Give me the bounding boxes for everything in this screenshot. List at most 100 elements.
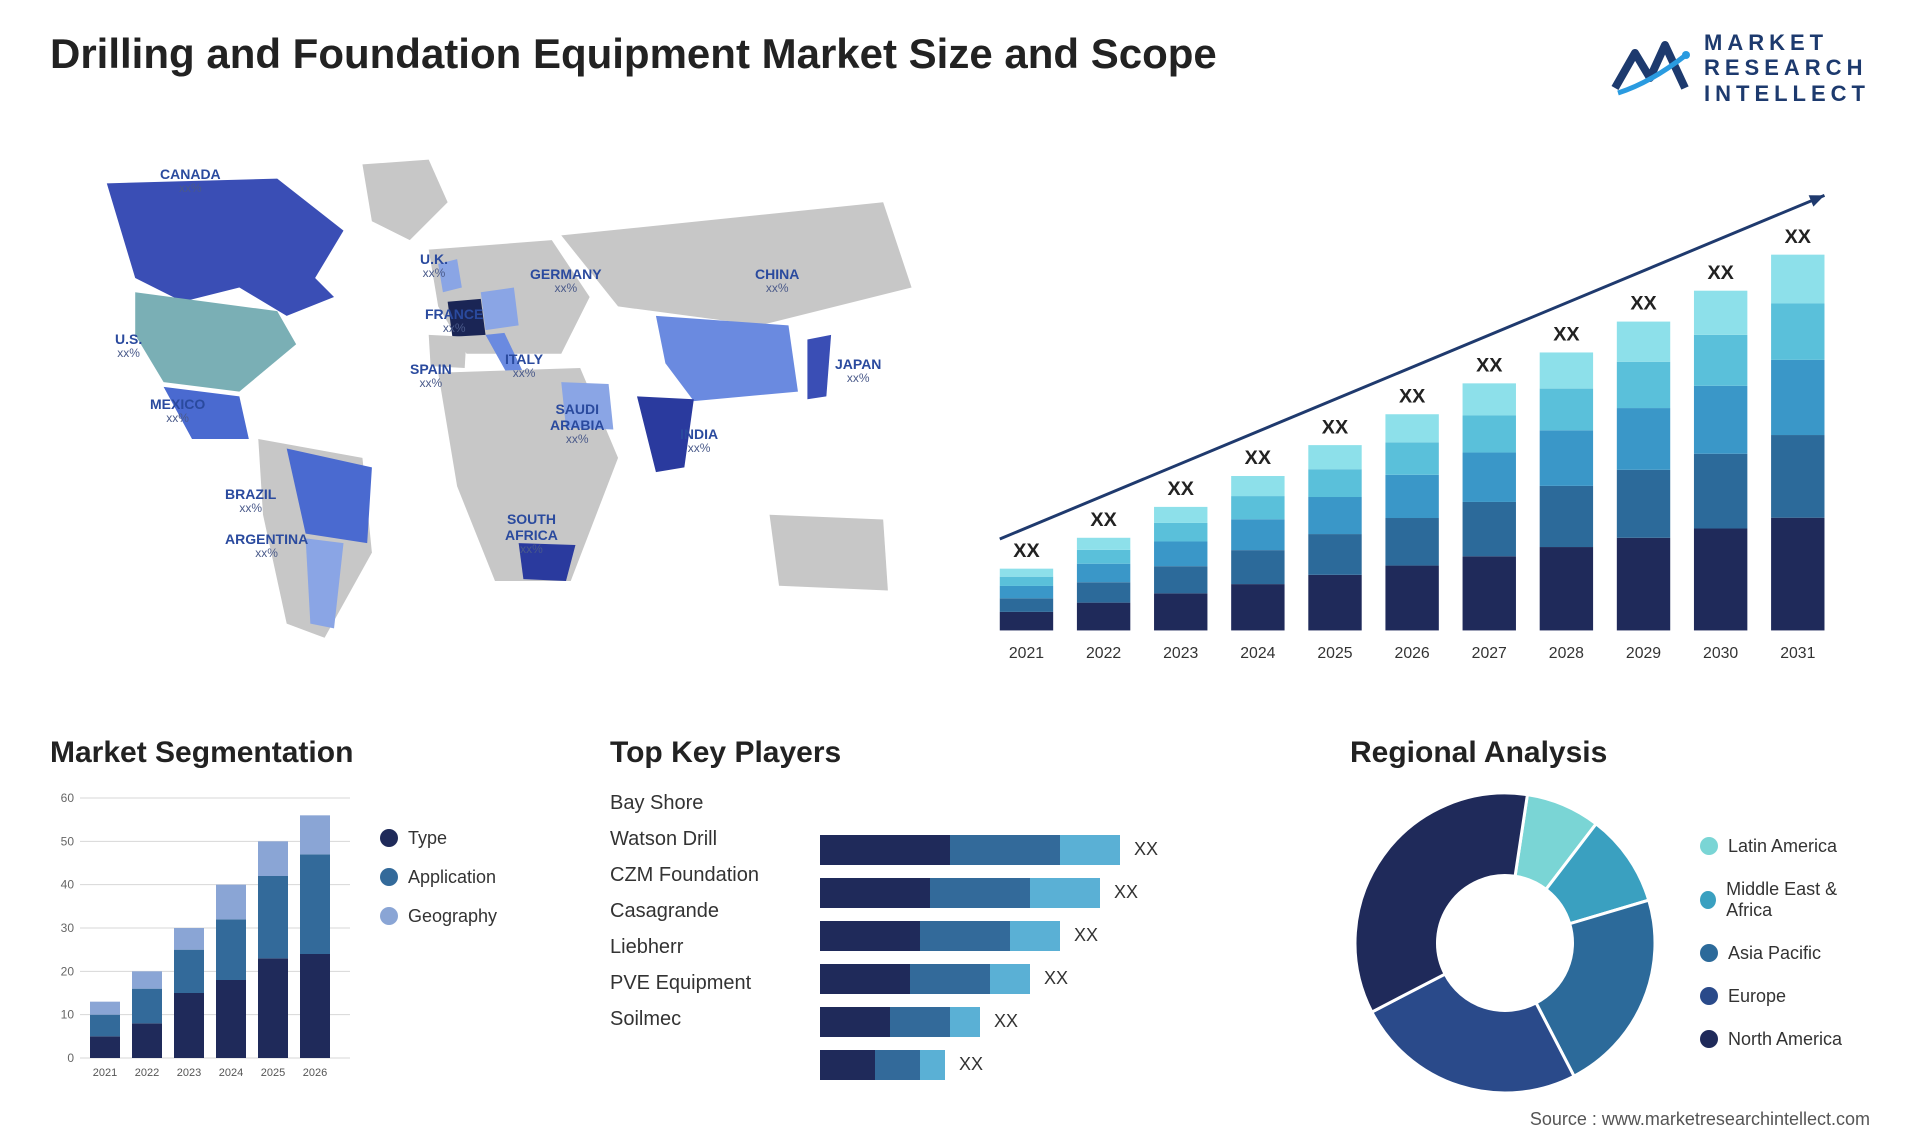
growth-bar-segment [1154, 541, 1207, 566]
growth-bar-value: XX [1785, 226, 1812, 248]
growth-bar-value: XX [1707, 262, 1734, 284]
seg-ytick: 40 [61, 878, 75, 892]
player-bar [820, 835, 1120, 865]
player-value: XX [1044, 968, 1068, 989]
legend-dot [1700, 837, 1718, 855]
player-bar-segment [920, 921, 1010, 951]
growth-bar-segment [1231, 519, 1284, 550]
growth-bar-segment [1540, 486, 1593, 547]
player-bar-segment [820, 835, 950, 865]
growth-bar-segment [1694, 454, 1747, 529]
player-bar [820, 921, 1060, 951]
seg-ytick: 20 [61, 964, 75, 978]
players-bar-chart: XXXXXXXXXXXX [820, 788, 1310, 1080]
growth-bar-year: 2021 [1009, 645, 1044, 662]
legend-item: Type [380, 828, 497, 849]
growth-bar-segment [1771, 255, 1824, 304]
growth-bar-segment [1694, 335, 1747, 386]
seg-bar-segment [90, 1036, 120, 1058]
growth-bar-year: 2022 [1086, 645, 1121, 662]
seg-bar-segment [216, 885, 246, 920]
legend-label: Latin America [1728, 836, 1837, 857]
growth-bar-year: 2025 [1317, 645, 1352, 662]
segmentation-panel: Market Segmentation 01020304050602021202… [50, 736, 570, 1098]
player-value: XX [994, 1011, 1018, 1032]
seg-bar-segment [300, 854, 330, 954]
growth-bar-segment [1463, 452, 1516, 501]
growth-bar-segment [1385, 518, 1438, 566]
growth-bar-segment [1154, 523, 1207, 542]
growth-bar-year: 2030 [1703, 645, 1738, 662]
map-region-arg [306, 538, 344, 628]
legend-item: Application [380, 867, 497, 888]
seg-xtick: 2021 [93, 1067, 117, 1079]
growth-bar-segment [1463, 556, 1516, 630]
player-bar-segment [820, 964, 910, 994]
growth-bar-segment [1308, 445, 1361, 469]
seg-bar-segment [174, 950, 204, 993]
seg-bar-segment [300, 815, 330, 854]
logo-icon [1610, 33, 1690, 103]
seg-xtick: 2026 [303, 1067, 327, 1079]
player-bar-segment [1060, 835, 1120, 865]
seg-xtick: 2025 [261, 1067, 285, 1079]
legend-label: Asia Pacific [1728, 943, 1821, 964]
legend-dot [1700, 987, 1718, 1005]
growth-bar-segment [1617, 408, 1670, 470]
growth-bar-segment [1540, 547, 1593, 630]
player-bar-segment [950, 1007, 980, 1037]
growth-bar-value: XX [1168, 478, 1195, 500]
seg-ytick: 30 [61, 921, 75, 935]
regional-legend: Latin America Middle East & Africa Asia Pa… [1700, 836, 1870, 1050]
legend-item: Middle East & Africa [1700, 879, 1870, 921]
seg-xtick: 2022 [135, 1067, 159, 1079]
growth-bar-value: XX [1322, 416, 1349, 438]
map-label: U.K.xx% [420, 251, 448, 281]
growth-bar-segment [1154, 566, 1207, 593]
growth-bar-segment [1694, 528, 1747, 630]
growth-bar-segment [1771, 518, 1824, 631]
player-value: XX [1114, 882, 1138, 903]
player-bar-segment [1010, 921, 1060, 951]
legend-dot [1700, 1030, 1718, 1048]
growth-bar-segment [1385, 414, 1438, 442]
seg-bar-segment [132, 989, 162, 1024]
player-value: XX [959, 1054, 983, 1075]
seg-xtick: 2024 [219, 1067, 243, 1079]
seg-xtick: 2023 [177, 1067, 201, 1079]
seg-ytick: 0 [67, 1051, 74, 1065]
legend-label: Middle East & Africa [1726, 879, 1870, 921]
growth-bar-chart: XX2021XX2022XX2023XX2024XX2025XX2026XX20… [980, 136, 1870, 690]
players-panel: Top Key Players Bay ShoreWatson DrillCZM… [610, 736, 1310, 1098]
map-label: SOUTHAFRICAxx% [505, 511, 558, 557]
player-bar-segment [930, 878, 1030, 908]
player-bar-segment [950, 835, 1060, 865]
growth-bar-segment [1463, 502, 1516, 556]
growth-bar-segment [1385, 565, 1438, 630]
legend-item: Latin America [1700, 836, 1870, 857]
legend-dot [380, 868, 398, 886]
growth-bar-segment [1617, 470, 1670, 538]
growth-bar-segment [1077, 564, 1130, 583]
player-name: Watson Drill [610, 828, 800, 851]
legend-dot [1700, 944, 1718, 962]
player-bar [820, 878, 1100, 908]
player-bar-segment [875, 1050, 920, 1080]
growth-bar-year: 2027 [1472, 645, 1507, 662]
players-title: Top Key Players [610, 736, 1310, 770]
segmentation-legend: TypeApplicationGeography [380, 788, 497, 927]
growth-bar-segment [1540, 352, 1593, 388]
source-text: Source : www.marketresearchintellect.com [1530, 1109, 1870, 1130]
map-label: U.S.xx% [115, 331, 142, 361]
player-bar-segment [820, 878, 930, 908]
map-label: INDIAxx% [680, 426, 718, 456]
growth-bar-segment [1694, 386, 1747, 454]
growth-bar-segment [1000, 586, 1053, 598]
player-bar-row: XX [820, 878, 1310, 908]
growth-bar-year: 2024 [1240, 645, 1275, 662]
growth-bar-value: XX [1553, 323, 1580, 345]
world-map-panel: CANADAxx%U.S.xx%MEXICOxx%BRAZILxx%ARGENT… [50, 136, 940, 696]
legend-label: North America [1728, 1029, 1842, 1050]
player-bar-segment [820, 921, 920, 951]
map-label: SAUDIARABIAxx% [550, 401, 604, 447]
